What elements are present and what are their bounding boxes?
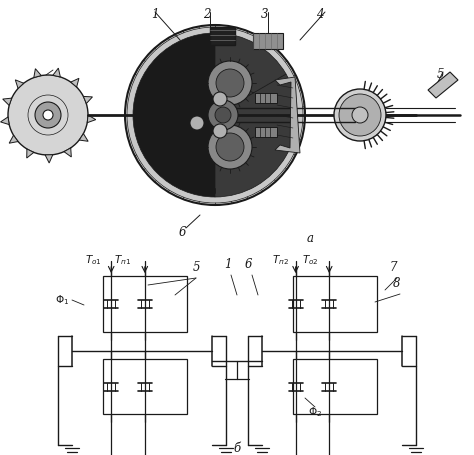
Text: $\Phi_1$: $\Phi_1$ [55, 293, 69, 307]
Polygon shape [3, 98, 12, 106]
Polygon shape [275, 77, 300, 153]
Polygon shape [0, 117, 9, 125]
Bar [103, 359, 187, 414]
Circle shape [127, 27, 303, 203]
Text: 5: 5 [436, 68, 444, 81]
Text: б: б [233, 441, 241, 455]
Text: $T_{o2}$: $T_{o2}$ [301, 253, 319, 267]
Bar [0, 0, 474, 255]
Polygon shape [79, 134, 88, 142]
Polygon shape [15, 80, 24, 88]
Circle shape [334, 89, 386, 141]
Polygon shape [27, 149, 34, 158]
Bar [293, 276, 377, 332]
Polygon shape [64, 148, 71, 157]
Text: 8: 8 [393, 277, 401, 290]
Circle shape [190, 116, 204, 130]
Bar [255, 93, 277, 103]
Polygon shape [71, 78, 79, 87]
Circle shape [35, 102, 61, 128]
Polygon shape [53, 68, 60, 77]
Bar [253, 33, 283, 49]
Polygon shape [34, 69, 41, 78]
Wedge shape [215, 74, 297, 197]
Text: 7: 7 [389, 261, 397, 274]
Text: $\Phi_2$: $\Phi_2$ [308, 405, 322, 419]
Bar [210, 27, 235, 45]
Circle shape [352, 107, 368, 123]
Circle shape [213, 92, 227, 106]
Text: 6: 6 [244, 258, 252, 271]
Wedge shape [133, 33, 215, 197]
Circle shape [216, 69, 244, 97]
Circle shape [339, 94, 381, 136]
Circle shape [213, 124, 227, 138]
Text: 3: 3 [261, 8, 269, 21]
Circle shape [8, 75, 88, 155]
Text: $T_{o1}$: $T_{o1}$ [85, 253, 101, 267]
Text: 5: 5 [192, 261, 200, 274]
Text: а: а [307, 232, 313, 244]
Circle shape [216, 133, 244, 161]
Circle shape [215, 107, 231, 123]
Bar [255, 127, 277, 137]
Bar [103, 276, 187, 332]
Polygon shape [83, 96, 92, 104]
Polygon shape [428, 72, 458, 98]
Polygon shape [9, 135, 18, 143]
Text: 4: 4 [316, 8, 324, 21]
Polygon shape [45, 155, 53, 163]
Bar [293, 359, 377, 414]
Text: $T_{п1}$: $T_{п1}$ [114, 253, 132, 267]
Text: 1: 1 [151, 8, 159, 21]
Text: 2: 2 [203, 8, 211, 21]
Wedge shape [215, 33, 286, 115]
Polygon shape [87, 115, 96, 123]
Circle shape [43, 110, 53, 120]
Circle shape [208, 125, 252, 169]
Text: 1: 1 [224, 258, 232, 271]
Circle shape [125, 25, 305, 205]
Circle shape [208, 100, 238, 130]
Text: 6: 6 [178, 226, 186, 239]
Circle shape [208, 61, 252, 105]
Text: $T_{п2}$: $T_{п2}$ [272, 253, 289, 267]
